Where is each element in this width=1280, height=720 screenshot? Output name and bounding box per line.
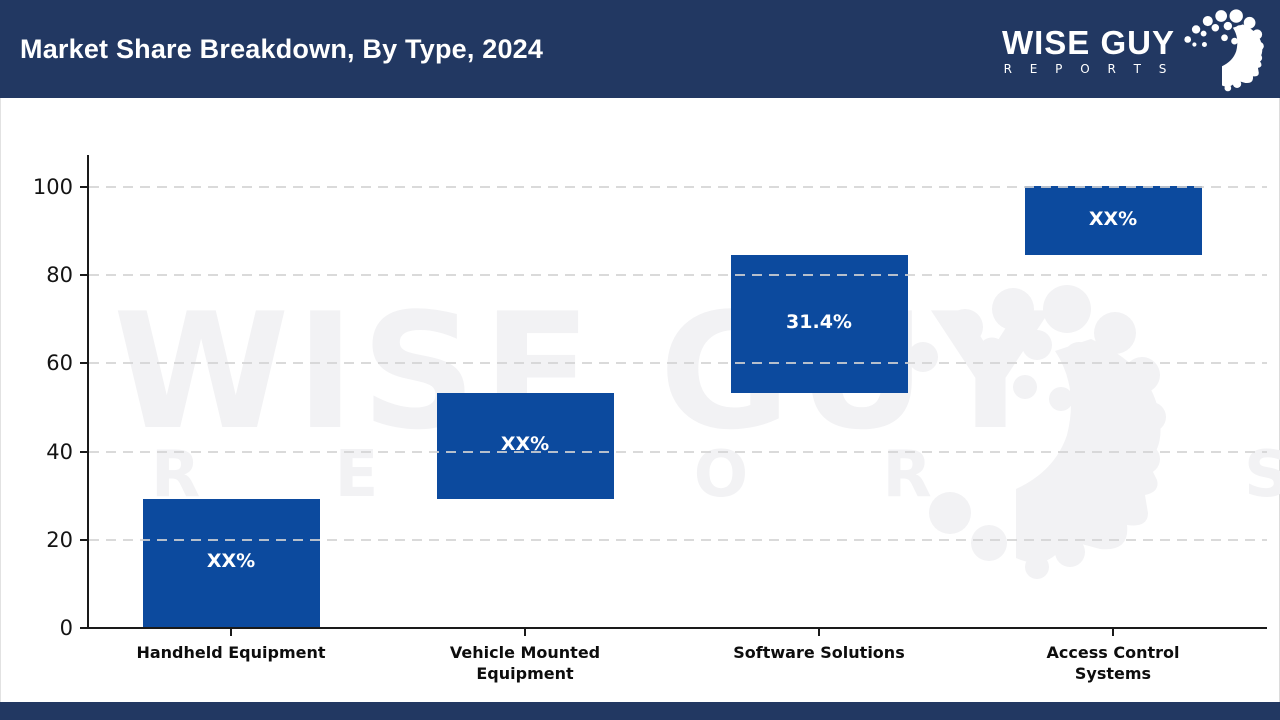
watermark-head-icon [851, 218, 1181, 662]
y-tick-label: 100 [32, 175, 73, 199]
y-tick [80, 451, 87, 453]
x-tick-label-line: Equipment [476, 664, 574, 683]
y-tick-label: 20 [46, 528, 73, 552]
bar-value-label: 31.4% [786, 311, 852, 333]
bar-value-label: XX% [500, 433, 550, 455]
x-tick-label-line: Access Control [1046, 643, 1180, 662]
brand-logo: WISE GUY R E P O R T S [1002, 4, 1270, 94]
gridline [89, 362, 1267, 364]
x-tick-label-line: Handheld Equipment [136, 643, 326, 662]
y-tick-label: 80 [46, 263, 73, 287]
brand-subtext: R E P O R T S [1003, 62, 1174, 76]
gridline [89, 274, 1267, 276]
footer-bar [0, 702, 1280, 720]
y-tick [80, 539, 87, 541]
brand-wordmark-block: WISE GUY R E P O R T S [1001, 24, 1175, 77]
y-tick [80, 274, 87, 276]
page-title: Market Share Breakdown, By Type, 2024 [20, 33, 544, 64]
y-tick [80, 186, 87, 188]
bar-segment [143, 499, 320, 627]
x-tick-label: Software Solutions [669, 642, 969, 663]
bar-value-label: XX% [206, 550, 256, 572]
bar-segment [437, 393, 614, 499]
gridline [89, 539, 1267, 541]
gridline [89, 186, 1267, 188]
x-tick-label-line: Vehicle Mounted [449, 643, 601, 662]
x-tick-label-line: Software Solutions [733, 643, 905, 662]
y-tick-label: 60 [46, 351, 73, 375]
x-tick-label-line: Systems [1074, 664, 1152, 683]
header-bar: Market Share Breakdown, By Type, 2024 WI… [0, 0, 1280, 98]
y-tick-label: 0 [59, 616, 73, 640]
dotted-head-profile-icon [1176, 6, 1268, 102]
y-tick [80, 627, 87, 629]
x-axis-spine [87, 627, 1267, 629]
x-tick-label: Access Control Systems [963, 642, 1263, 684]
x-tick [1112, 629, 1114, 636]
plot-area: 0 20 40 60 80 100 XX% Handheld Equipment XX% Vehi… [1, 98, 1279, 702]
x-tick [524, 629, 526, 636]
brand-wordmark: WISE GUY [1001, 24, 1175, 61]
bar-segment [731, 255, 908, 393]
x-tick [230, 629, 232, 636]
gridline [89, 451, 1267, 453]
y-tick-label: 40 [46, 440, 73, 464]
x-tick [818, 629, 820, 636]
bar-value-label: XX% [1088, 207, 1138, 230]
x-tick-label: Vehicle Mounted Equipment [375, 642, 675, 684]
y-axis-spine [87, 155, 89, 629]
bar-segment [1025, 186, 1202, 255]
y-tick [80, 362, 87, 364]
x-tick-label: Handheld Equipment [81, 642, 381, 663]
